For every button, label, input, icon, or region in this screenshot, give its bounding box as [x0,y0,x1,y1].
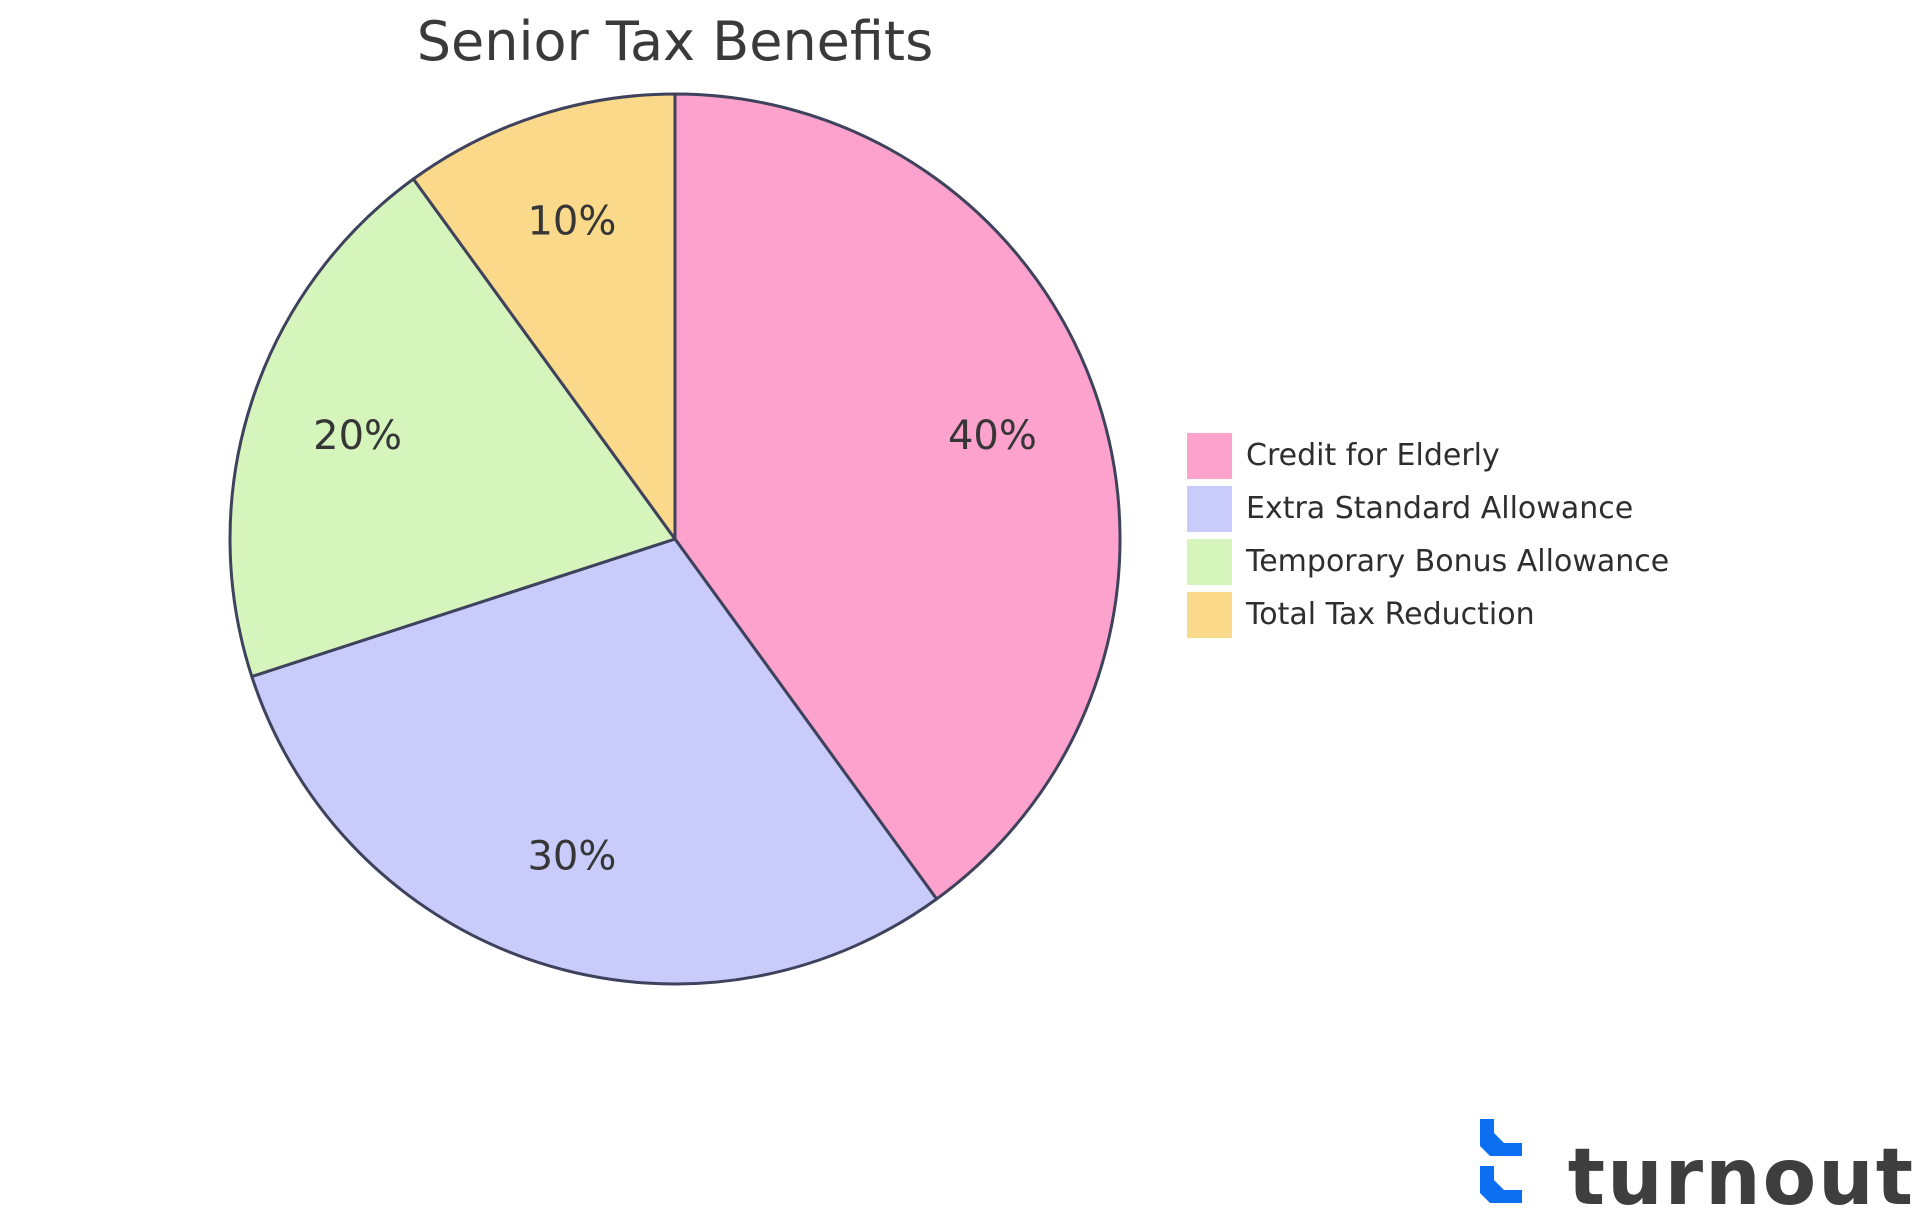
pie-slice-3 [411,92,677,541]
legend-swatch [1187,539,1232,585]
legend-label: Total Tax Reduction [1246,597,1535,632]
chart-title: Senior Tax Benefits [416,10,934,73]
legend-item: Total Tax Reduction [1187,592,1669,638]
pie-slice-0 [673,92,1122,901]
legend-item: Temporary Bonus Allowance [1187,539,1669,585]
pie-slice-1 [250,537,939,986]
legend-swatch [1187,592,1232,638]
logo-icon-bottom-shape [1479,1166,1522,1203]
legend-label: Extra Standard Allowance [1246,491,1634,526]
logo-icon-top-shape [1479,1119,1522,1156]
legend-item: Credit for Elderly [1187,433,1669,479]
legend-label: Credit for Elderly [1246,438,1500,473]
pie-slice-label-2: 20% [313,413,402,459]
turnout-logo-icon [1479,1119,1522,1203]
brand-logo: turnout [1479,1119,1915,1215]
legend-item: Extra Standard Allowance [1187,486,1669,532]
pie-slice-label-0: 40% [948,413,1037,459]
legend-swatch [1187,486,1232,532]
legend-swatch [1187,433,1232,479]
pie-slice-label-1: 30% [527,833,616,879]
legend-label: Temporary Bonus Allowance [1246,544,1670,579]
pie-slice-2 [228,177,677,678]
chart-legend: Credit for Elderly Extra Standard Allowan… [1187,433,1669,638]
brand-logo-text: turnout [1567,1133,1915,1215]
pie-slice-label-3: 10% [527,199,616,245]
